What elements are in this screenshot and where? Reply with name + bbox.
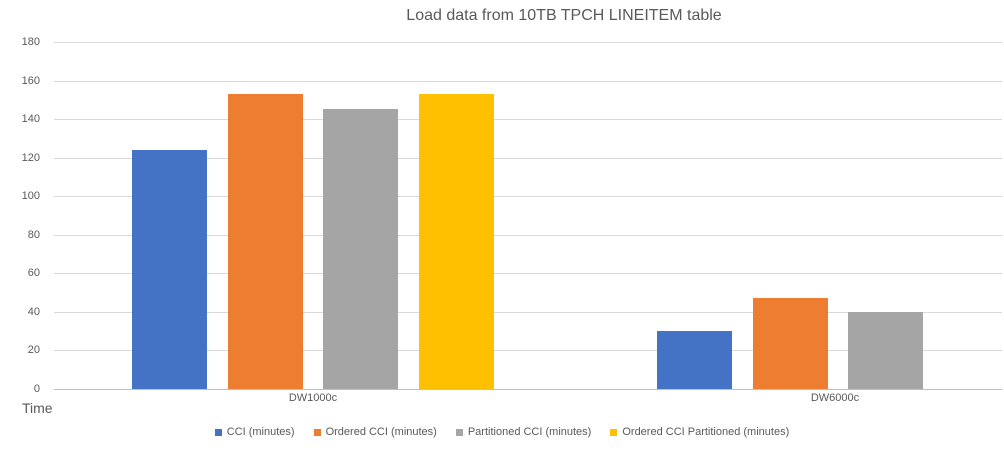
y-tick-label: 100 [21,190,40,202]
x-axis-line [54,389,1002,390]
category-label-dw6000c: DW6000c [810,392,860,404]
legend-label: Ordered CCI (minutes) [325,426,437,438]
y-tick-label: 80 [27,229,40,241]
gridline [54,235,1002,236]
y-tick-label: 120 [21,152,40,164]
legend-label: CCI (minutes) [226,426,295,438]
legend-item-3: Partitioned CCI (minutes) [455,426,592,438]
legend: CCI (minutes) Ordered CCI (minutes) Partit… [0,424,1004,440]
legend-swatch-icon [455,428,463,436]
legend-label: Ordered CCI Partitioned (minutes) [622,426,790,438]
gridline [54,158,1002,159]
category-label-dw1000c: DW1000c [288,392,338,404]
y-tick-label: 140 [21,113,40,125]
bar-dw1000c-series-1 [132,150,207,389]
bar-dw1000c-series-3 [323,109,398,389]
y-tick-label: 160 [21,75,40,87]
legend-swatch-icon [313,428,321,436]
bar-dw6000c-series-3 [848,312,923,389]
gridline [54,273,1002,274]
chart-title: Load data from 10TB TPCH LINEITEM table [406,7,722,24]
gridline [54,81,1002,82]
legend-swatch-icon [610,428,618,436]
gridline [54,42,1002,43]
legend-item-1: CCI (minutes) [214,426,295,438]
bar-dw1000c-series-4 [419,94,494,389]
y-tick-label: 20 [27,344,40,356]
y-tick-label: 180 [21,36,40,48]
y-axis-title: Time [22,400,53,416]
legend-swatch-icon [214,428,222,436]
y-tick-label: 40 [27,306,40,318]
y-tick-label: 60 [27,267,40,279]
legend-item-4: Ordered CCI Partitioned (minutes) [610,426,789,438]
gridline [54,196,1002,197]
gridline [54,350,1002,351]
bar-dw1000c-series-2 [228,94,303,389]
gridline [54,119,1002,120]
y-tick-label: 0 [33,383,40,395]
gridline [54,312,1002,313]
bar-dw6000c-series-2 [753,298,828,389]
legend-label: Partitioned CCI (minutes) [467,426,592,438]
legend-item-2: Ordered CCI (minutes) [313,426,437,438]
bar-dw6000c-series-1 [657,331,732,389]
